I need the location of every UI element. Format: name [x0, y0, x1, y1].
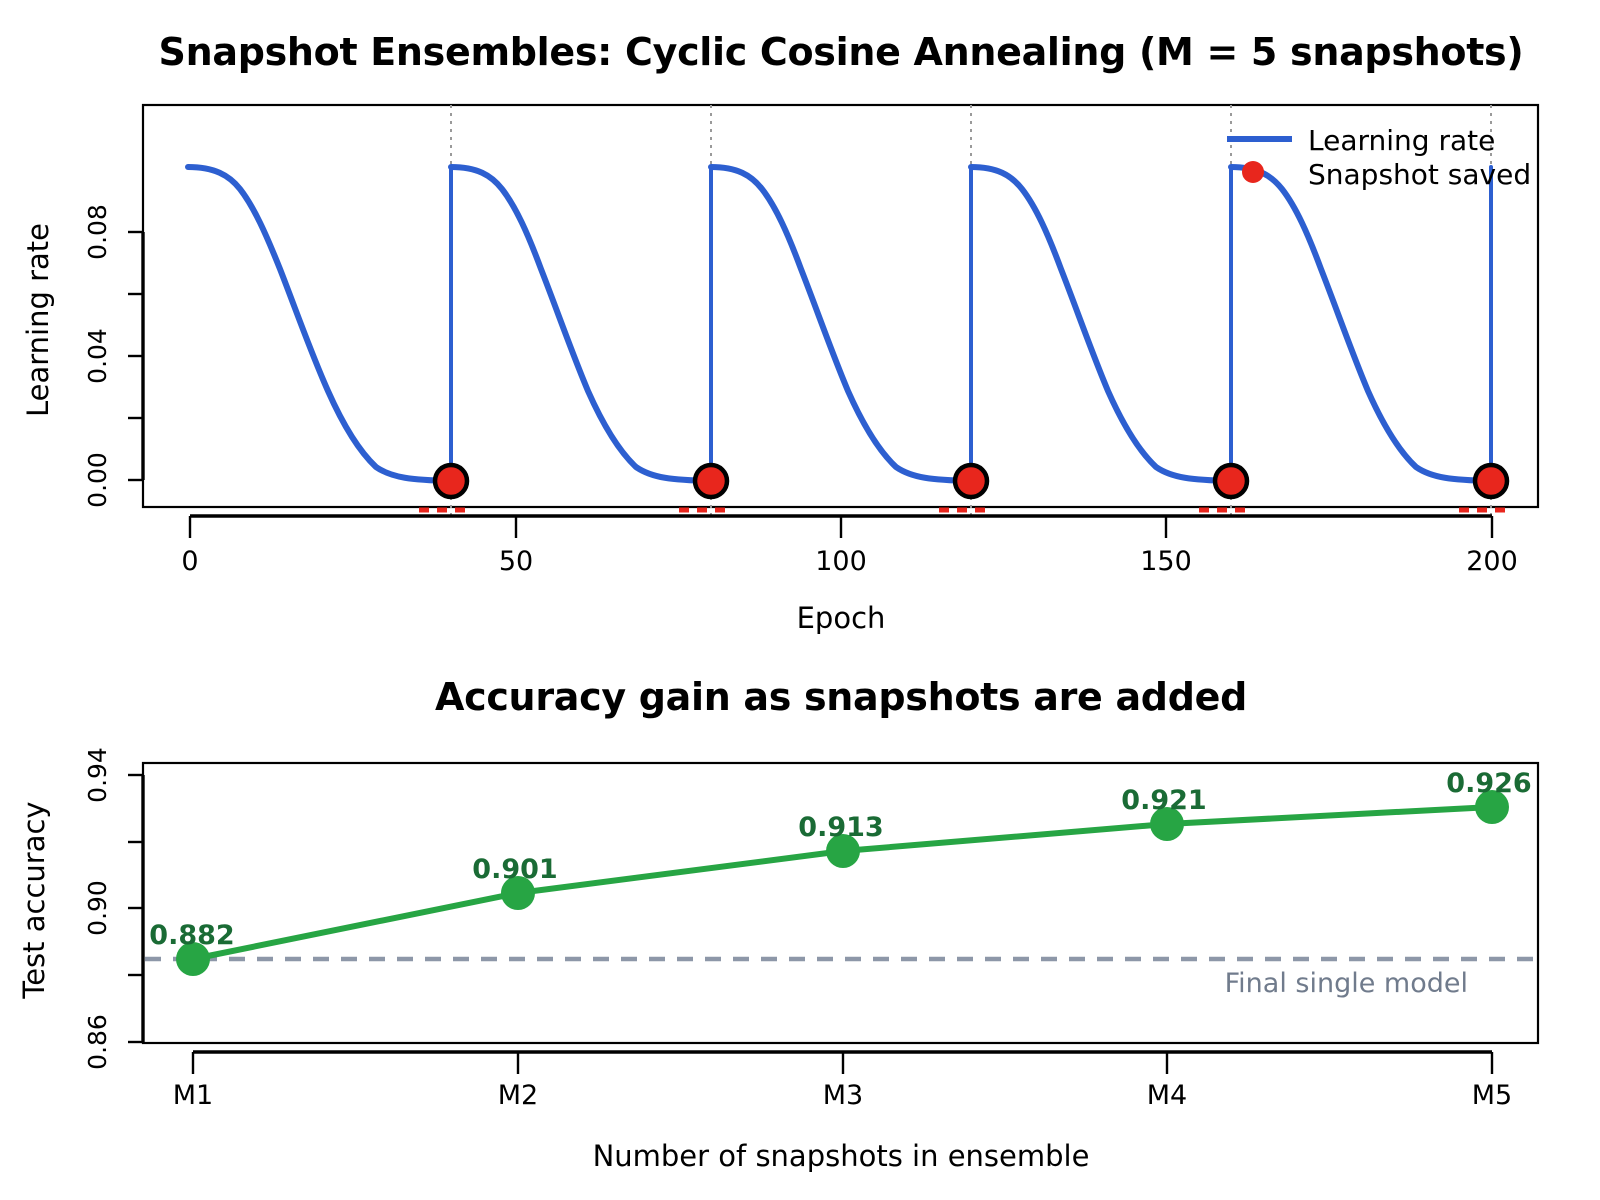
accuracy-point-label: 0.901 [472, 854, 557, 885]
top-x-tick-label: 50 [499, 546, 533, 577]
top-x-axis: 0 50 100 150 200 Epoch [181, 514, 1518, 635]
bottom-y-tick-label: 0.94 [83, 747, 112, 803]
bottom-x-tick-label: M3 [823, 1080, 863, 1111]
bottom-x-axis: M1 M2 M3 M4 M5 Number of snapshots in en… [173, 1050, 1512, 1173]
top-x-axis-title: Epoch [797, 601, 886, 635]
bottom-y-axis: 0.94 0.90 0.86 Test accuracy [17, 747, 145, 1070]
snapshot-marker [692, 462, 730, 500]
accuracy-point [501, 876, 535, 910]
bottom-x-tick-label: M5 [1472, 1080, 1512, 1111]
bottom-x-tick-label: M1 [173, 1080, 213, 1111]
top-panel-legend: Learning rate Snapshot saved [1227, 124, 1531, 191]
legend-label-snapshot-saved: Snapshot saved [1308, 158, 1531, 191]
top-y-tick-label: 0.00 [83, 452, 112, 508]
bottom-x-tick-label: M4 [1147, 1080, 1187, 1111]
top-y-tick-label: 0.04 [83, 328, 112, 384]
top-y-tick-label: 0.08 [83, 204, 112, 260]
top-x-tick-label: 200 [1466, 546, 1518, 577]
snapshot-marker [952, 462, 990, 500]
bottom-x-axis-title: Number of snapshots in ensemble [593, 1139, 1090, 1173]
top-y-axis-title: Learning rate [21, 223, 55, 417]
accuracy-point [1150, 807, 1184, 841]
snapshot-markers [432, 462, 1510, 500]
top-x-tick-label: 100 [815, 546, 867, 577]
baseline-annotation-label: Final single model [1225, 968, 1468, 999]
legend-label-learning-rate: Learning rate [1308, 124, 1495, 157]
accuracy-point-label: 0.913 [798, 812, 883, 843]
snapshot-marker [432, 462, 470, 500]
top-panel: Snapshot Ensembles: Cyclic Cosine Anneal… [21, 30, 1540, 635]
bottom-y-axis-title: Test accuracy [17, 801, 51, 999]
snapshot-marker [1472, 462, 1510, 500]
accuracy-markers [176, 790, 1509, 976]
snapshot-marker [1212, 462, 1250, 500]
top-panel-title: Snapshot Ensembles: Cyclic Cosine Anneal… [159, 30, 1524, 74]
accuracy-point-label: 0.921 [1121, 785, 1206, 816]
accuracy-point [1475, 790, 1509, 824]
bottom-plot-box [141, 761, 1540, 1045]
accuracy-point-label: 0.882 [149, 920, 234, 951]
accuracy-point-label: 0.926 [1446, 768, 1531, 799]
accuracy-point [826, 834, 860, 868]
learning-rate-curve [185, 164, 1494, 484]
bottom-y-tick-label: 0.86 [83, 1014, 112, 1070]
bottom-panel: Accuracy gain as snapshots are added Fin… [17, 675, 1540, 1173]
bottom-x-tick-label: M2 [498, 1080, 538, 1111]
top-y-axis: 0.08 0.04 0.00 Learning rate [21, 204, 145, 508]
bottom-y-tick-label: 0.90 [83, 880, 112, 936]
top-x-tick-label: 150 [1140, 546, 1192, 577]
accuracy-point [176, 942, 210, 976]
top-x-tick-label: 0 [181, 546, 198, 577]
bottom-panel-title: Accuracy gain as snapshots are added [435, 675, 1247, 719]
legend-point-swatch [1242, 161, 1264, 183]
